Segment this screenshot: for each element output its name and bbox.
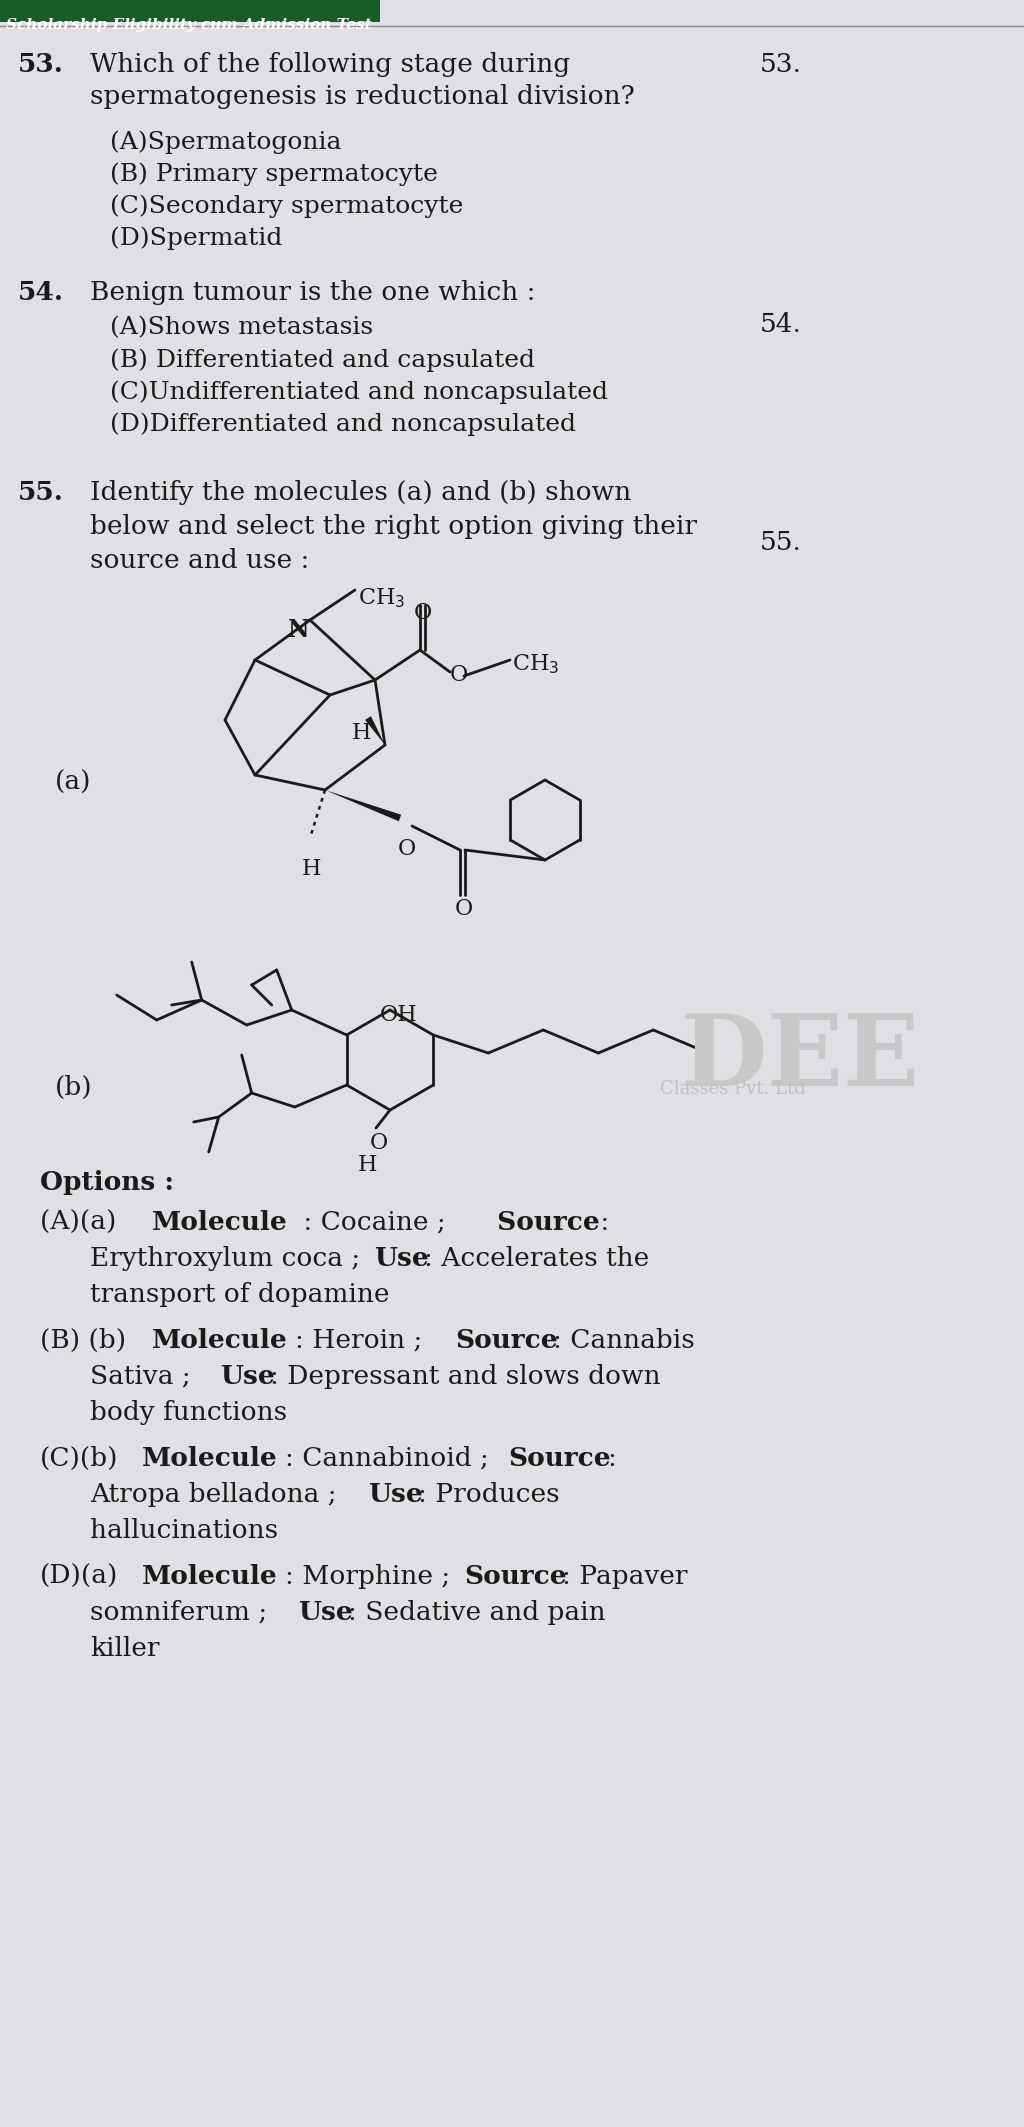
Text: hallucinations: hallucinations	[90, 1519, 279, 1542]
Text: Molecule: Molecule	[142, 1446, 278, 1472]
Text: :: :	[592, 1210, 609, 1236]
Text: Source: Source	[488, 1210, 600, 1236]
Text: 54.: 54.	[18, 281, 63, 304]
Text: 53.: 53.	[18, 51, 63, 77]
Text: (C)Undifferentiated and noncapsulated: (C)Undifferentiated and noncapsulated	[110, 381, 608, 404]
Polygon shape	[325, 789, 401, 821]
Text: O: O	[398, 838, 416, 859]
Text: Identify the molecules (a) and (b) shown: Identify the molecules (a) and (b) shown	[90, 481, 631, 504]
Text: CH$_3$: CH$_3$	[512, 653, 559, 676]
Text: (B) (b): (B) (b)	[40, 1327, 126, 1353]
Polygon shape	[365, 717, 385, 744]
Text: (C)(b): (C)(b)	[40, 1446, 119, 1472]
Text: OH: OH	[380, 1004, 418, 1025]
Text: O: O	[414, 602, 432, 623]
Text: Use: Use	[220, 1363, 274, 1389]
Text: : Produces: : Produces	[418, 1483, 560, 1508]
Text: Sativa ;: Sativa ;	[90, 1363, 190, 1389]
Text: DEE: DEE	[680, 1010, 920, 1106]
Text: : Cannabis: : Cannabis	[553, 1327, 694, 1353]
Text: 54.: 54.	[760, 313, 802, 336]
Text: Options :: Options :	[40, 1170, 174, 1195]
Text: 53.: 53.	[760, 51, 802, 77]
Text: Source: Source	[464, 1563, 566, 1589]
Text: : Accelerates the: : Accelerates the	[424, 1246, 649, 1272]
Text: : Papaver: : Papaver	[562, 1563, 687, 1589]
Text: Atropa belladona ;: Atropa belladona ;	[90, 1483, 337, 1508]
Text: (A)Shows metastasis: (A)Shows metastasis	[110, 317, 373, 338]
Text: Erythroxylum coca ;: Erythroxylum coca ;	[90, 1246, 360, 1272]
Text: H: H	[358, 1155, 378, 1176]
Text: (B) Differentiated and capsulated: (B) Differentiated and capsulated	[110, 349, 535, 372]
Text: (a): (a)	[55, 770, 91, 795]
Text: : Heroin ;: : Heroin ;	[295, 1327, 422, 1353]
Text: H: H	[352, 721, 372, 744]
Text: Molecule: Molecule	[152, 1210, 288, 1236]
Text: (D)Differentiated and noncapsulated: (D)Differentiated and noncapsulated	[110, 413, 575, 436]
Text: 55.: 55.	[18, 481, 63, 504]
Text: (b): (b)	[55, 1074, 92, 1100]
Text: H: H	[302, 857, 322, 881]
Text: Scholarship Eligibility cum Admission Test: Scholarship Eligibility cum Admission Te…	[6, 17, 372, 32]
Text: : Cocaine ;: : Cocaine ;	[295, 1210, 445, 1236]
Text: Use: Use	[298, 1600, 352, 1625]
Text: transport of dopamine: transport of dopamine	[90, 1283, 389, 1306]
Text: O: O	[370, 1132, 388, 1155]
Text: :: :	[607, 1446, 615, 1472]
Text: Molecule: Molecule	[142, 1563, 278, 1589]
Text: : Depressant and slows down: : Depressant and slows down	[270, 1363, 660, 1389]
Text: (A)(a): (A)(a)	[40, 1210, 125, 1236]
Text: : Morphine ;: : Morphine ;	[285, 1563, 451, 1589]
Text: (D)(a): (D)(a)	[40, 1563, 119, 1589]
Text: (D)Spermatid: (D)Spermatid	[110, 225, 283, 249]
Text: Use: Use	[368, 1483, 423, 1508]
FancyBboxPatch shape	[0, 0, 380, 21]
Text: Source: Source	[508, 1446, 610, 1472]
Text: Source: Source	[455, 1327, 558, 1353]
Text: somniferum ;: somniferum ;	[90, 1600, 267, 1625]
Text: source and use :: source and use :	[90, 549, 309, 572]
Text: Which of the following stage during: Which of the following stage during	[90, 51, 570, 77]
Text: body functions: body functions	[90, 1400, 287, 1425]
Text: 55.: 55.	[760, 530, 802, 555]
Text: (A)Spermatogonia: (A)Spermatogonia	[110, 130, 341, 153]
Text: CH$_3$: CH$_3$	[358, 587, 406, 610]
Text: : Sedative and pain: : Sedative and pain	[348, 1600, 605, 1625]
Text: (B) Primary spermatocyte: (B) Primary spermatocyte	[110, 162, 438, 185]
Text: below and select the right option giving their: below and select the right option giving…	[90, 515, 697, 538]
Text: N: N	[288, 619, 309, 642]
Text: Use: Use	[374, 1246, 429, 1272]
Text: O: O	[450, 664, 468, 687]
Text: (C)Secondary spermatocyte: (C)Secondary spermatocyte	[110, 194, 464, 217]
Text: Benign tumour is the one which :: Benign tumour is the one which :	[90, 281, 536, 304]
Text: spermatogenesis is reductional division?: spermatogenesis is reductional division?	[90, 83, 635, 108]
Text: : Cannabinoid ;: : Cannabinoid ;	[285, 1446, 488, 1472]
Text: killer: killer	[90, 1636, 160, 1661]
Text: O: O	[455, 898, 473, 921]
Text: Classes Pvt. Ltd: Classes Pvt. Ltd	[660, 1081, 806, 1098]
Text: Molecule: Molecule	[152, 1327, 288, 1353]
